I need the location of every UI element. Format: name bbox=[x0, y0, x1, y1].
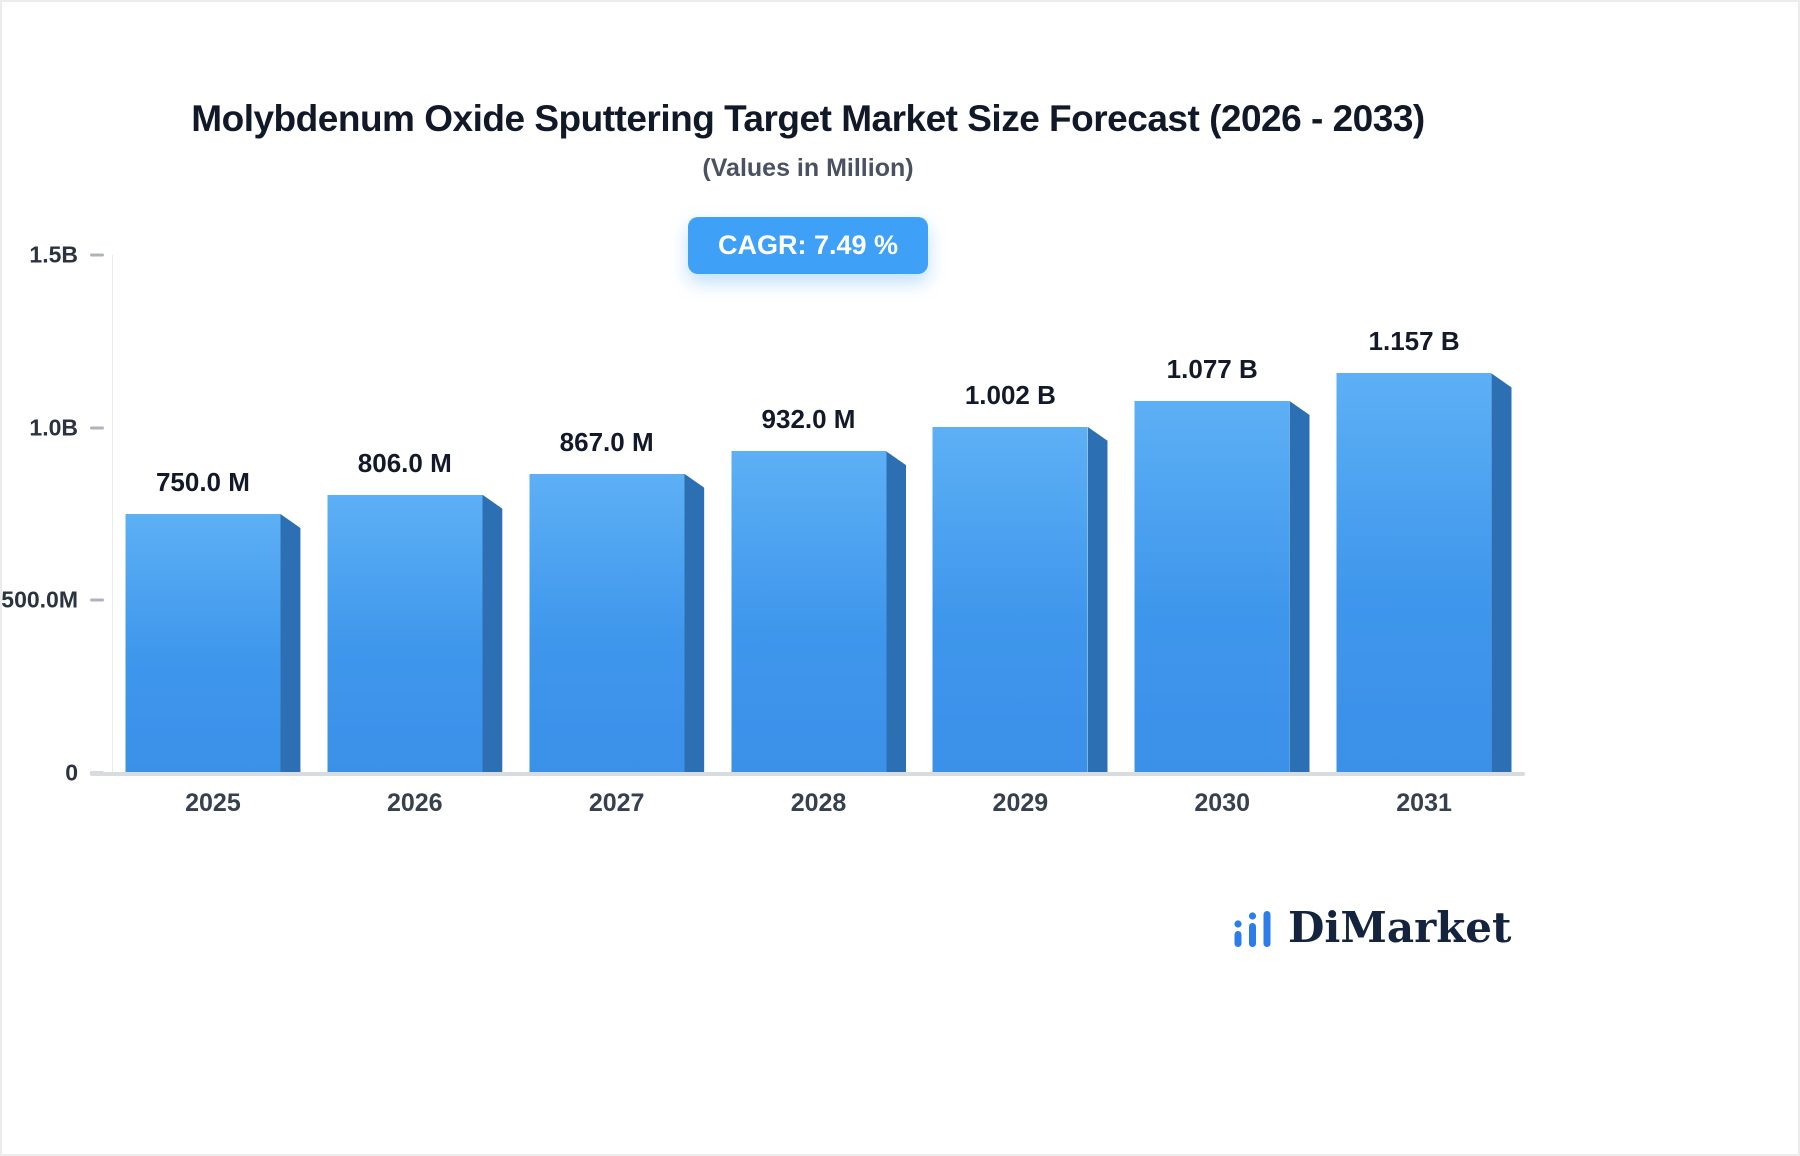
bars-row: 750.0 M 806.0 M 867.0 M 932.0 M 1.002 B 1.077… bbox=[112, 255, 1525, 773]
x-axis-label: 2025 bbox=[185, 789, 241, 817]
dimarket-logo: DiMarket bbox=[1230, 903, 1511, 952]
x-axis-label: 2030 bbox=[1194, 789, 1251, 817]
bar-side bbox=[1289, 401, 1310, 773]
bar-face bbox=[1134, 401, 1290, 773]
chart-subtitle: (Values in Million) bbox=[702, 154, 914, 182]
x-axis-labels: 2025 2026 2027 2028 2029 2030 2031 bbox=[112, 789, 1525, 818]
bar-value-label: 806.0 M bbox=[357, 447, 452, 478]
y-tick-mark bbox=[90, 598, 104, 602]
chart-title: Molybdenum Oxide Sputtering Target Marke… bbox=[191, 98, 1425, 139]
bar-value-label: 1.157 B bbox=[1368, 326, 1460, 357]
bar-value-label: 932.0 M bbox=[761, 404, 856, 435]
bar: 1.077 B bbox=[1134, 354, 1310, 773]
y-axis-line bbox=[112, 255, 113, 773]
x-axis-label: 2026 bbox=[386, 789, 443, 817]
bar-side bbox=[886, 451, 906, 773]
bar-face bbox=[731, 451, 886, 773]
logo-text: DiMarket bbox=[1288, 903, 1512, 952]
bar-face bbox=[529, 473, 685, 773]
y-tick-label: 500.0M bbox=[1, 586, 78, 613]
bar-slot: 1.002 B bbox=[919, 255, 1121, 773]
x-axis-line bbox=[90, 772, 1525, 776]
bar-side bbox=[684, 473, 705, 773]
bar: 867.0 M bbox=[529, 427, 705, 773]
bar-face bbox=[327, 494, 483, 773]
x-axis-label: 2031 bbox=[1396, 789, 1452, 817]
bar-side bbox=[280, 514, 301, 773]
y-tick-label: 0 bbox=[65, 759, 78, 786]
y-tick-mark bbox=[90, 426, 104, 430]
plot-area: 0 500.0M 1.0B 1.5B 750.0 M 806.0 M 867.0 M 932… bbox=[2, 242, 1525, 817]
bar-face bbox=[932, 426, 1088, 773]
bar-slot: 806.0 M bbox=[314, 255, 516, 773]
bar: 1.157 B bbox=[1336, 326, 1512, 773]
x-axis-label: 2027 bbox=[588, 789, 645, 817]
x-axis-label: 2029 bbox=[992, 789, 1049, 817]
bar-slot: 932.0 M bbox=[718, 255, 920, 773]
bar: 932.0 M bbox=[731, 404, 906, 773]
bar-slot: 1.077 B bbox=[1121, 255, 1323, 773]
bar-face bbox=[1336, 373, 1492, 773]
bar-value-label: 867.0 M bbox=[559, 426, 654, 457]
bar-value-label: 1.077 B bbox=[1166, 354, 1258, 385]
y-tick-mark bbox=[90, 253, 104, 257]
bar-face bbox=[125, 514, 281, 773]
x-axis-label: 2028 bbox=[790, 789, 847, 817]
bar-slot: 1.157 B bbox=[1323, 255, 1525, 773]
y-tick-label: 1.0B bbox=[29, 414, 78, 441]
cagr-badge: CAGR: 7.49 % bbox=[687, 217, 929, 274]
bar-slot: 750.0 M bbox=[112, 255, 314, 773]
bar: 1.002 B bbox=[932, 380, 1108, 773]
bar-side bbox=[1087, 426, 1108, 773]
bar: 806.0 M bbox=[327, 448, 503, 773]
bar-side bbox=[482, 494, 503, 773]
bar-value-label: 1.002 B bbox=[964, 379, 1056, 410]
bar-chart-logo-icon bbox=[1234, 910, 1271, 947]
bar-side bbox=[1491, 373, 1512, 773]
bar-value-label: 750.0 M bbox=[155, 467, 250, 497]
bar: 750.0 M bbox=[125, 467, 301, 773]
y-tick-label: 1.5B bbox=[29, 241, 78, 268]
chart-header: Molybdenum Oxide Sputtering Target Marke… bbox=[2, 2, 1614, 274]
bar-slot: 867.0 M bbox=[516, 255, 718, 773]
